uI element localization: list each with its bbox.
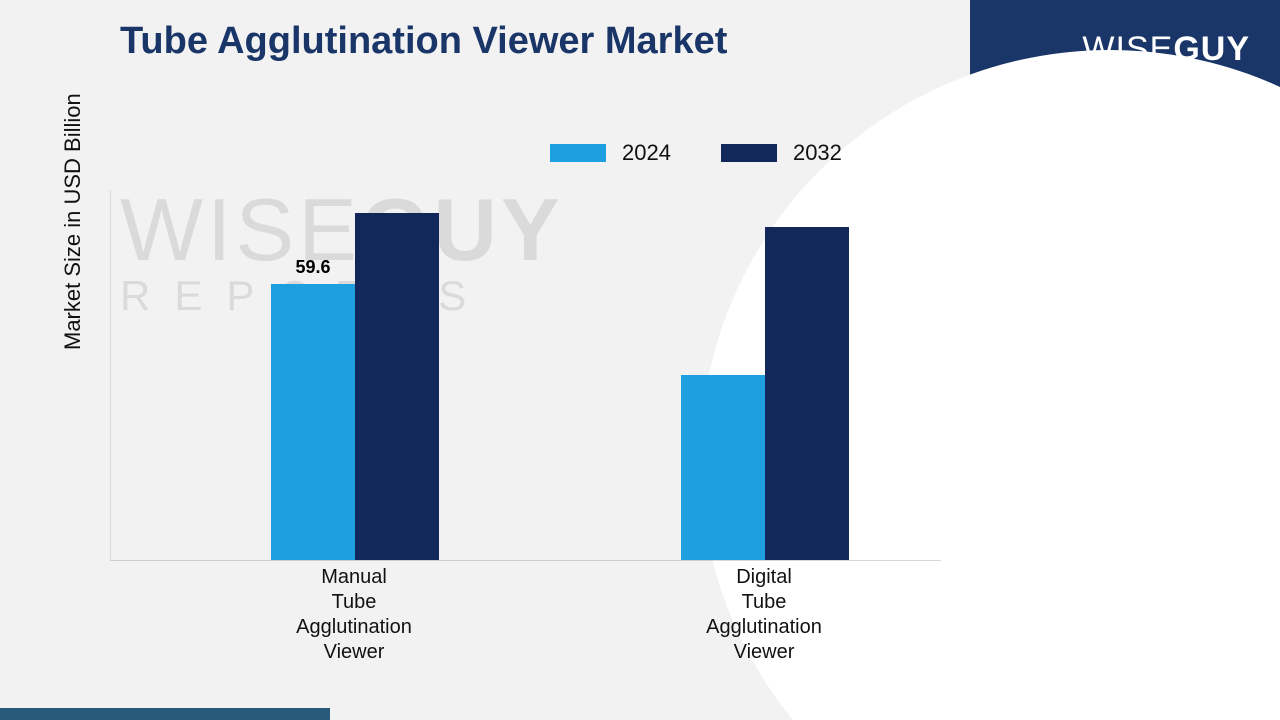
logo-main-a: WISE (1082, 30, 1173, 68)
plot-region: 59.6 (110, 190, 941, 561)
chart-area: Market Size in USD Billion 2024 2032 59.… (60, 140, 960, 700)
x-axis-label: DigitalTubeAgglutinationViewer (669, 565, 859, 665)
legend: 2024 2032 (550, 140, 842, 166)
legend-item-2032: 2032 (721, 140, 842, 166)
legend-label-2032: 2032 (793, 140, 842, 166)
page: WISEGUY REPORTS Tube Agglutination Viewe… (0, 0, 1280, 720)
bar-2032 (355, 213, 439, 560)
x-axis-label: ManualTubeAgglutinationViewer (259, 565, 449, 665)
brand-logo: WISEGUY REPORTS (1082, 30, 1250, 83)
legend-swatch-2024 (550, 144, 606, 162)
legend-swatch-2032 (721, 144, 777, 162)
y-axis-label: Market Size in USD Billion (60, 93, 86, 350)
footer-accent-bar (0, 708, 330, 720)
chart-title: Tube Agglutination Viewer Market (120, 20, 727, 63)
legend-label-2024: 2024 (622, 140, 671, 166)
logo-sub: REPORTS (1082, 67, 1250, 83)
bar-2024 (681, 375, 765, 560)
bar-2024 (271, 284, 355, 560)
legend-item-2024: 2024 (550, 140, 671, 166)
logo-main-b: GUY (1173, 30, 1250, 68)
bar-value-label: 59.6 (261, 257, 365, 278)
bar-2032 (765, 227, 849, 560)
